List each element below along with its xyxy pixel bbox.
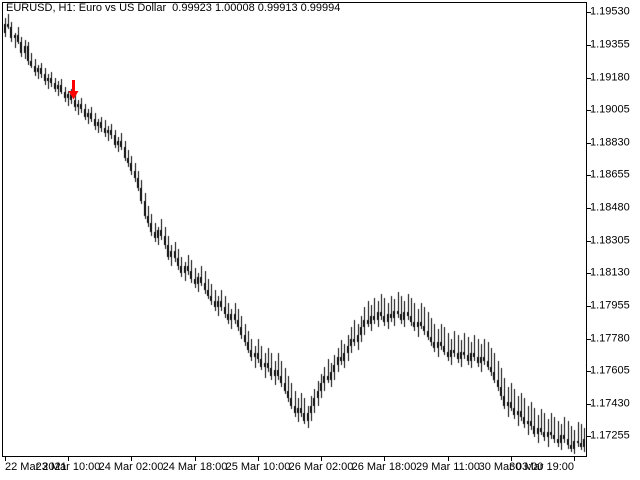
x-axis-tick-mark [511, 457, 512, 461]
y-axis-tick-mark [587, 436, 591, 437]
y-axis-label: 1.19530 [590, 5, 630, 18]
y-axis-label: 1.17430 [590, 397, 630, 410]
y-axis-tick-mark [587, 306, 591, 307]
y-axis-label: 1.18480 [590, 201, 630, 214]
x-axis-label: 30 Mar 03:00 [478, 461, 544, 473]
y-axis-label: 1.18655 [590, 168, 630, 181]
x-axis-label: 30 Mar 19:00 [509, 461, 574, 473]
y-axis-tick-mark [587, 175, 591, 176]
x-axis-label: 26 Mar 18:00 [351, 461, 417, 473]
y-axis-tick-mark [587, 273, 591, 274]
x-axis-label: 23 Mar 10:00 [35, 461, 101, 473]
y-axis-label: 1.17780 [590, 332, 630, 345]
y-axis-tick-mark [587, 404, 591, 405]
x-axis-tick-mark [5, 457, 6, 461]
y-axis-tick-mark [587, 339, 591, 340]
y-axis-label: 1.19180 [590, 71, 630, 84]
x-axis-label: 29 Mar 11:00 [415, 461, 481, 473]
candlestick-plot-area[interactable] [3, 3, 586, 456]
x-axis-tick-mark [131, 457, 132, 461]
symbol-timeframe-label: EURUSD, H1: Euro vs US Dollar [6, 2, 167, 14]
y-axis-label: 1.17955 [590, 299, 630, 312]
x-axis-label: 24 Mar 02:00 [98, 461, 164, 473]
y-axis-label: 1.17255 [590, 429, 630, 442]
x-axis-label: 26 Mar 02:00 [288, 461, 354, 473]
x-axis-tick-mark [195, 457, 196, 461]
y-axis-tick-mark [587, 78, 591, 79]
x-axis-tick-mark [321, 457, 322, 461]
y-axis-tick-mark [587, 45, 591, 46]
y-axis-label: 1.18305 [590, 234, 630, 247]
x-axis-tick-mark [68, 457, 69, 461]
y-axis-label: 1.19355 [590, 38, 630, 51]
ohlc-quote-values: 0.99923 1.00008 0.99913 0.99994 [172, 2, 341, 14]
y-axis-tick-mark [587, 12, 591, 13]
x-axis-label: 24 Mar 18:00 [162, 461, 228, 473]
x-axis-tick-mark [448, 457, 449, 461]
x-axis-label: 25 Mar 10:00 [225, 461, 291, 473]
y-axis-label: 1.18830 [590, 136, 630, 149]
y-axis-label: 1.18130 [590, 266, 630, 279]
y-axis-tick-mark [587, 110, 591, 111]
y-axis-label: 1.19005 [590, 103, 630, 116]
y-axis-label: 1.17605 [590, 364, 630, 377]
x-axis-tick-mark [574, 457, 575, 461]
x-axis-tick-mark [258, 457, 259, 461]
y-axis-tick-mark [587, 241, 591, 242]
quote-header: EURUSD, H1: Euro vs US Dollar 0.99923 1.0… [6, 2, 340, 15]
x-axis-tick-mark [384, 457, 385, 461]
y-axis-tick-mark [587, 143, 591, 144]
y-axis-tick-mark [587, 371, 591, 372]
x-axis-label: 22 Mar 2021 [5, 461, 67, 473]
y-axis-tick-mark [587, 208, 591, 209]
candlestick-canvas[interactable] [3, 3, 586, 456]
